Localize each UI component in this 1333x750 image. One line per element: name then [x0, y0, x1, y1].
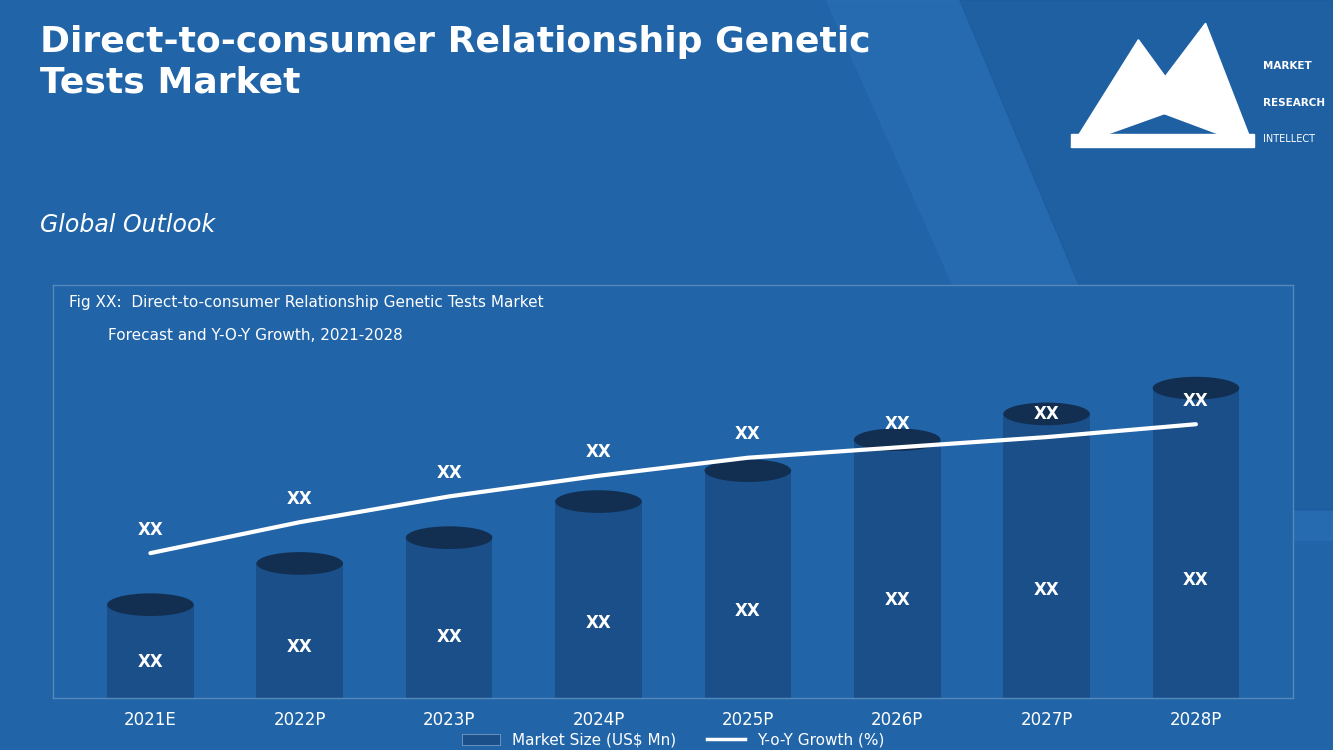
Text: XX: XX — [287, 490, 313, 508]
Ellipse shape — [256, 552, 343, 574]
Text: Global Outlook: Global Outlook — [40, 213, 215, 237]
Ellipse shape — [107, 593, 193, 616]
Bar — [854, 440, 941, 698]
Polygon shape — [1144, 23, 1253, 147]
Text: MARKET: MARKET — [1264, 62, 1312, 71]
Text: XX: XX — [137, 520, 163, 538]
Polygon shape — [960, 0, 1333, 510]
Text: XX: XX — [287, 638, 313, 656]
Text: XX: XX — [1033, 580, 1060, 598]
Bar — [705, 471, 792, 698]
Bar — [405, 538, 492, 698]
Ellipse shape — [854, 428, 941, 451]
Polygon shape — [826, 0, 1333, 540]
Text: XX: XX — [884, 590, 910, 608]
Text: XX: XX — [1184, 392, 1209, 410]
Text: XX: XX — [884, 415, 910, 433]
Text: XX: XX — [1033, 405, 1060, 423]
Ellipse shape — [1004, 403, 1090, 425]
Bar — [256, 563, 343, 698]
Text: XX: XX — [436, 464, 463, 482]
Text: RESEARCH: RESEARCH — [1264, 98, 1325, 107]
Text: XX: XX — [137, 653, 163, 671]
Text: XX: XX — [734, 602, 761, 620]
Ellipse shape — [405, 526, 492, 549]
Polygon shape — [1072, 134, 1253, 147]
Text: Forecast and Y-O-Y Growth, 2021-2028: Forecast and Y-O-Y Growth, 2021-2028 — [69, 328, 403, 344]
Text: XX: XX — [734, 425, 761, 443]
Bar — [555, 502, 641, 698]
Legend: Market Size (US$ Mn), Y-o-Y Growth (%): Market Size (US$ Mn), Y-o-Y Growth (%) — [456, 727, 890, 750]
Text: XX: XX — [585, 614, 612, 632]
Ellipse shape — [705, 459, 792, 482]
Text: INTELLECT: INTELLECT — [1264, 134, 1316, 144]
Bar — [107, 604, 193, 698]
Text: XX: XX — [585, 443, 612, 461]
Bar — [1004, 414, 1090, 698]
Ellipse shape — [555, 490, 641, 513]
Polygon shape — [1072, 40, 1186, 147]
Text: XX: XX — [1184, 571, 1209, 589]
Bar — [1153, 388, 1240, 698]
Text: Direct-to-consumer Relationship Genetic
Tests Market: Direct-to-consumer Relationship Genetic … — [40, 25, 870, 100]
Ellipse shape — [1153, 376, 1240, 400]
Text: XX: XX — [436, 628, 463, 646]
Text: Fig XX:  Direct-to-consumer Relationship Genetic Tests Market: Fig XX: Direct-to-consumer Relationship … — [69, 296, 544, 310]
